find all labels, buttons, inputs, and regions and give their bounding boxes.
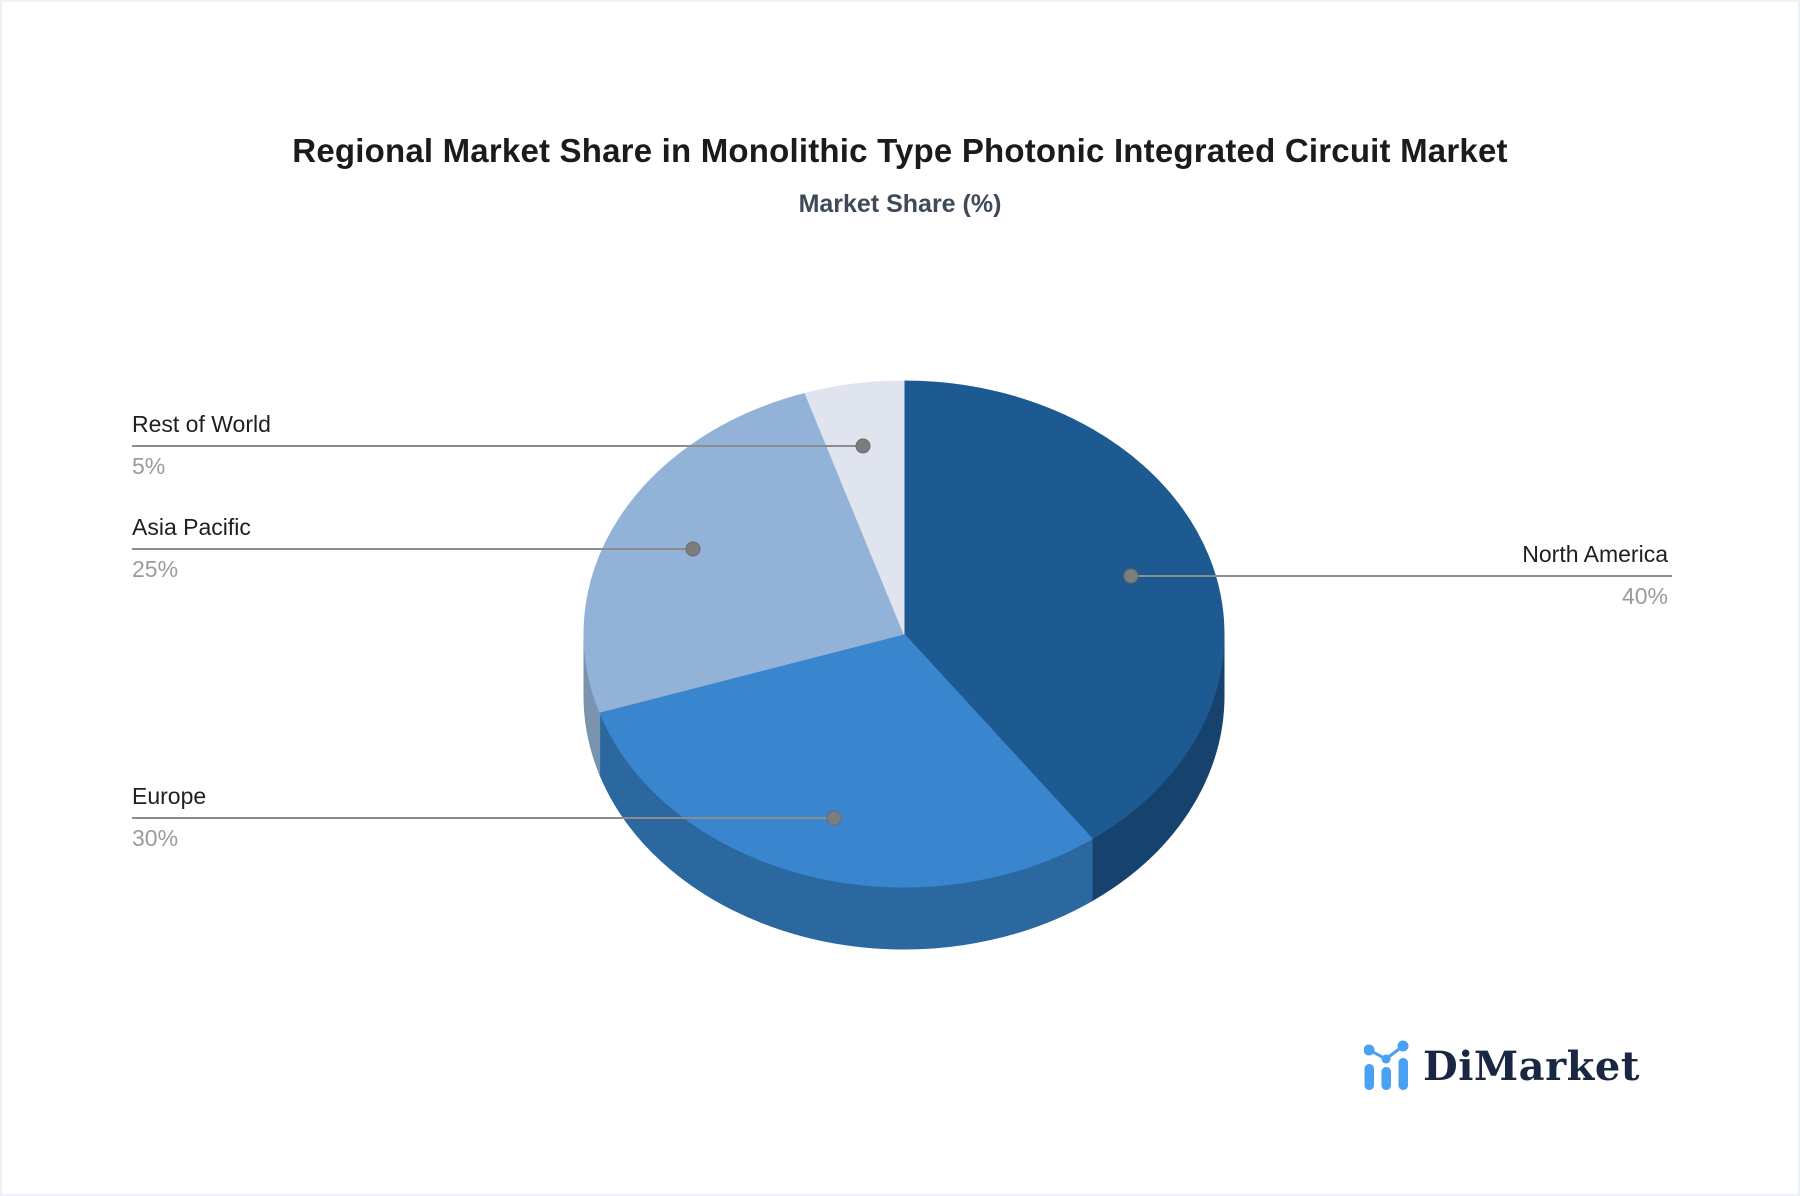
slice-label: Rest of World — [132, 411, 271, 437]
slice-value: 30% — [132, 825, 179, 851]
pie-slice-north-america[interactable] — [903, 380, 1225, 840]
dimarket-logo-icon — [1364, 1040, 1409, 1090]
pie-slice-asia-pacific[interactable] — [583, 392, 905, 713]
slice-label: Europe — [132, 783, 207, 809]
dimarket-logo: DiMarket — [1364, 1040, 1640, 1090]
callout-rest-of-world: Rest of World 5% — [132, 411, 271, 479]
slice-label: North America — [1522, 541, 1668, 567]
logo-dot — [1364, 1044, 1375, 1056]
logo-dot — [1381, 1054, 1391, 1064]
slice-value: 5% — [132, 453, 166, 479]
logo-bar — [1364, 1064, 1374, 1090]
logo-dot — [1397, 1040, 1409, 1052]
chart-subtitle: Market Share (%) — [798, 190, 1002, 218]
callout-dot-asia-pacific — [685, 541, 701, 557]
logo-bar — [1381, 1067, 1391, 1090]
slice-label: Asia Pacific — [132, 514, 251, 540]
chart-title: Regional Market Share in Monolithic Type… — [292, 132, 1508, 169]
slice-value: 25% — [132, 556, 179, 582]
callout-dot-rest-of-world — [855, 438, 871, 454]
pie-slice-europe[interactable] — [598, 633, 1093, 888]
callout-dot-north-america — [1123, 568, 1139, 584]
logo-bar — [1398, 1058, 1408, 1090]
callout-europe: Europe 30% — [132, 783, 206, 851]
pie-slice-rest-of-world[interactable] — [804, 380, 905, 635]
callout-dot-europe — [826, 810, 842, 826]
slice-value: 40% — [1621, 583, 1668, 609]
dimarket-logo-text: DiMarket — [1423, 1043, 1640, 1090]
callout-asia-pacific: Asia Pacific 25% — [132, 514, 251, 582]
callout-north-america: North America 40% — [1522, 541, 1668, 609]
